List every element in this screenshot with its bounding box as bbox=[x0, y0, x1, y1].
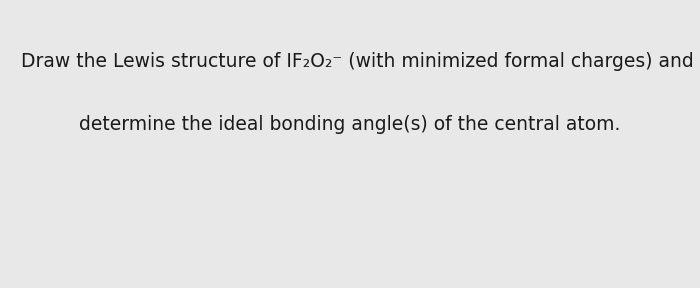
Text: Draw the Lewis structure of IF₂O₂⁻ (with minimized formal charges) and then: Draw the Lewis structure of IF₂O₂⁻ (with… bbox=[21, 52, 700, 71]
Text: determine the ideal bonding angle(s) of the central atom.: determine the ideal bonding angle(s) of … bbox=[79, 115, 621, 134]
